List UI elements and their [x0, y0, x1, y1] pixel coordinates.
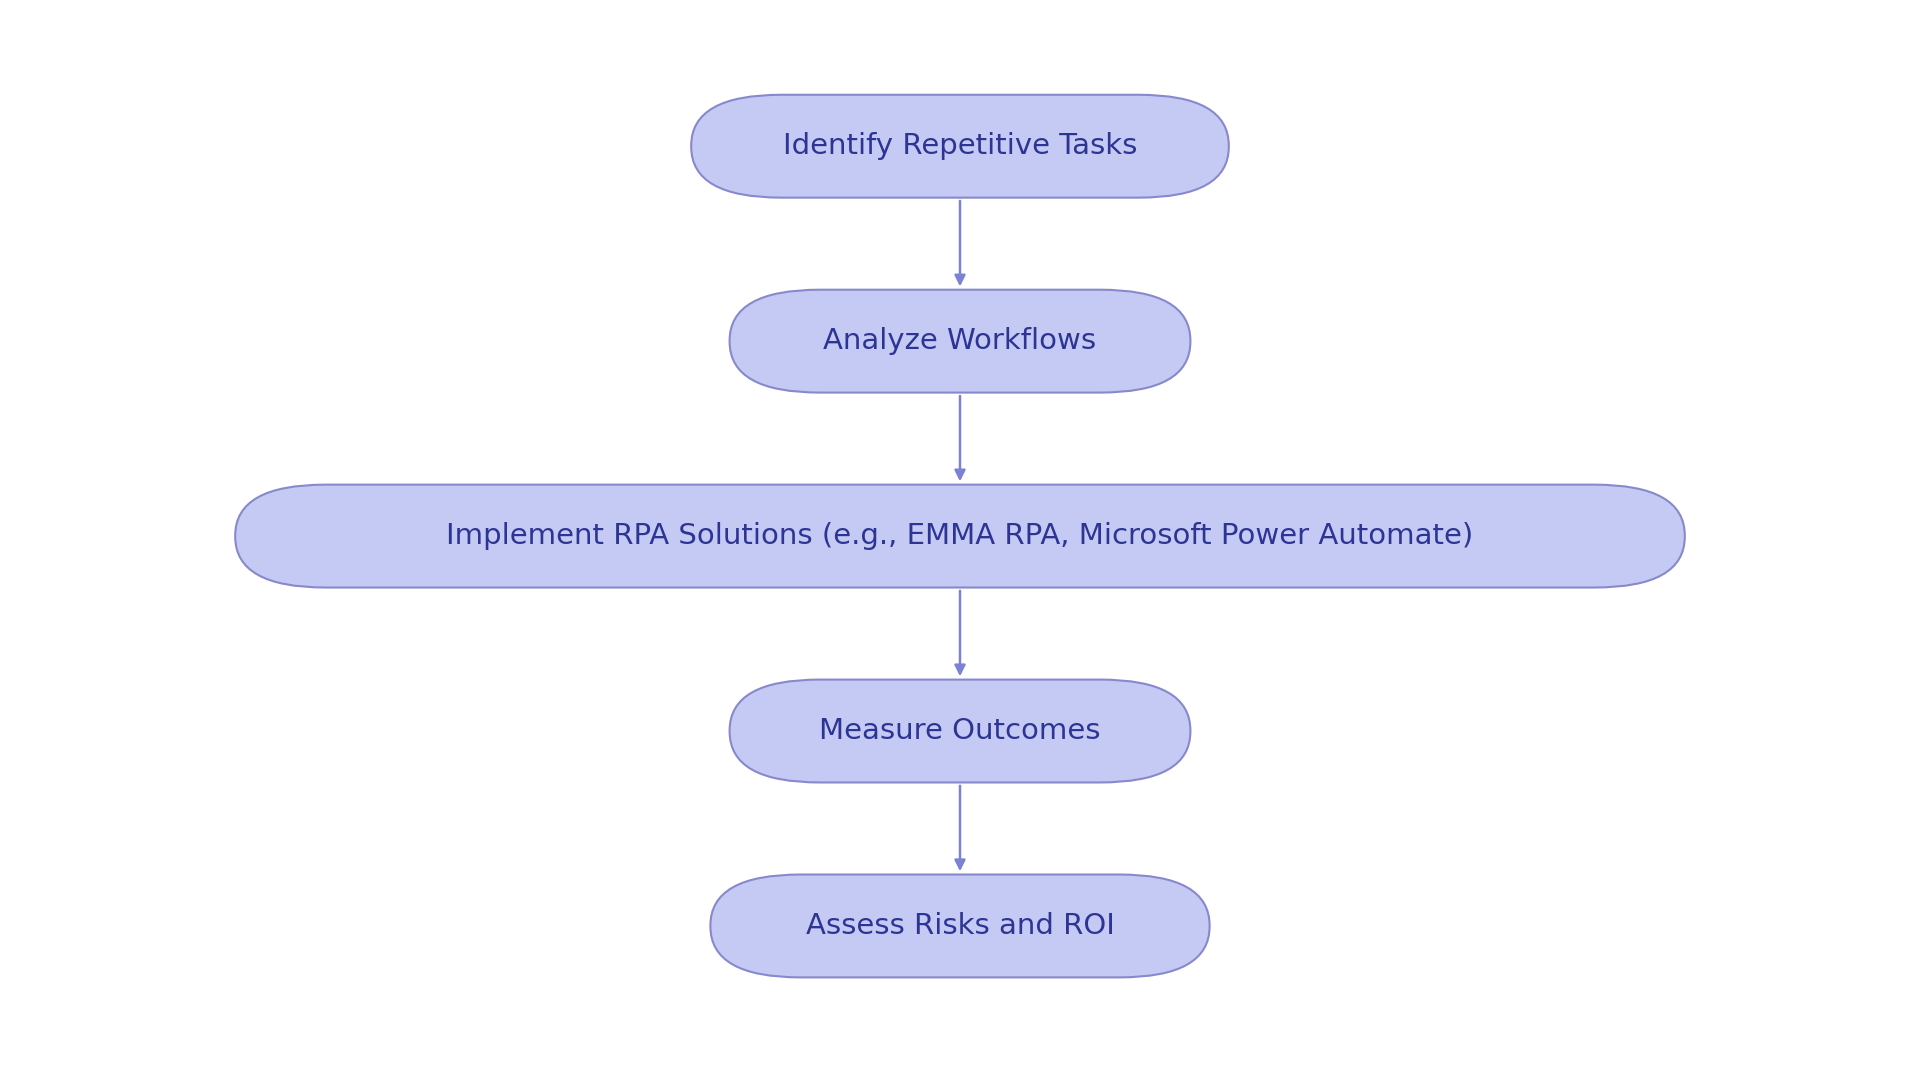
- Text: Assess Risks and ROI: Assess Risks and ROI: [806, 912, 1114, 940]
- Text: Identify Repetitive Tasks: Identify Repetitive Tasks: [783, 132, 1137, 160]
- Text: Analyze Workflows: Analyze Workflows: [824, 327, 1096, 355]
- FancyBboxPatch shape: [730, 289, 1190, 393]
- Text: Implement RPA Solutions (e.g., EMMA RPA, Microsoft Power Automate): Implement RPA Solutions (e.g., EMMA RPA,…: [445, 522, 1475, 550]
- FancyBboxPatch shape: [691, 95, 1229, 198]
- Text: Measure Outcomes: Measure Outcomes: [820, 717, 1100, 745]
- FancyBboxPatch shape: [730, 680, 1190, 782]
- FancyBboxPatch shape: [710, 875, 1210, 977]
- FancyBboxPatch shape: [234, 485, 1686, 587]
